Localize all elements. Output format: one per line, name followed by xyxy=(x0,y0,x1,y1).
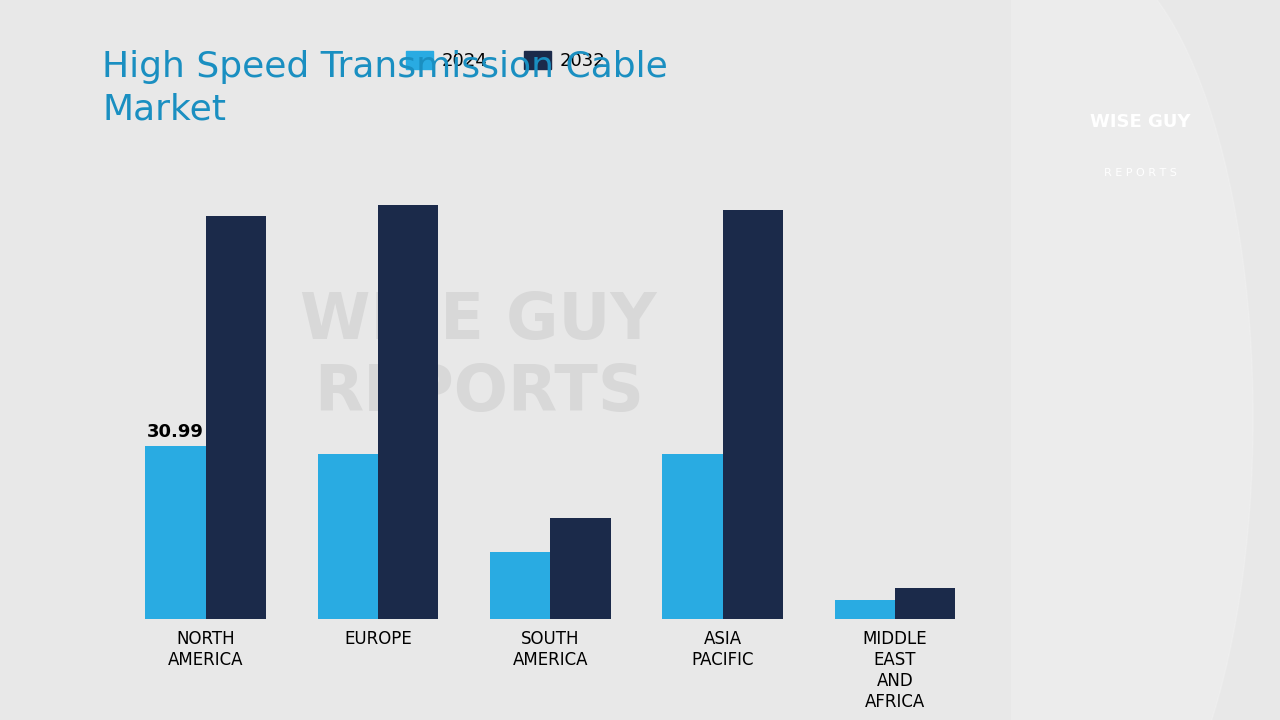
Text: WISE GUY
REPORTS: WISE GUY REPORTS xyxy=(301,290,657,424)
Text: WISE GUY: WISE GUY xyxy=(1091,113,1190,131)
Bar xyxy=(378,204,439,619)
Text: R E P O R T S: R E P O R T S xyxy=(1103,168,1176,178)
Text: 30.99: 30.99 xyxy=(147,423,204,441)
Bar xyxy=(550,518,611,619)
Circle shape xyxy=(904,0,1253,720)
Bar xyxy=(835,600,895,619)
Legend: 2024, 2032: 2024, 2032 xyxy=(398,44,613,77)
Text: High Speed Transmission Cable
Market: High Speed Transmission Cable Market xyxy=(102,50,668,127)
Bar xyxy=(146,446,206,619)
Bar xyxy=(206,216,266,619)
Bar xyxy=(490,552,550,619)
Bar xyxy=(317,454,378,619)
Bar xyxy=(663,454,723,619)
Bar xyxy=(895,588,955,619)
Bar xyxy=(723,210,783,619)
